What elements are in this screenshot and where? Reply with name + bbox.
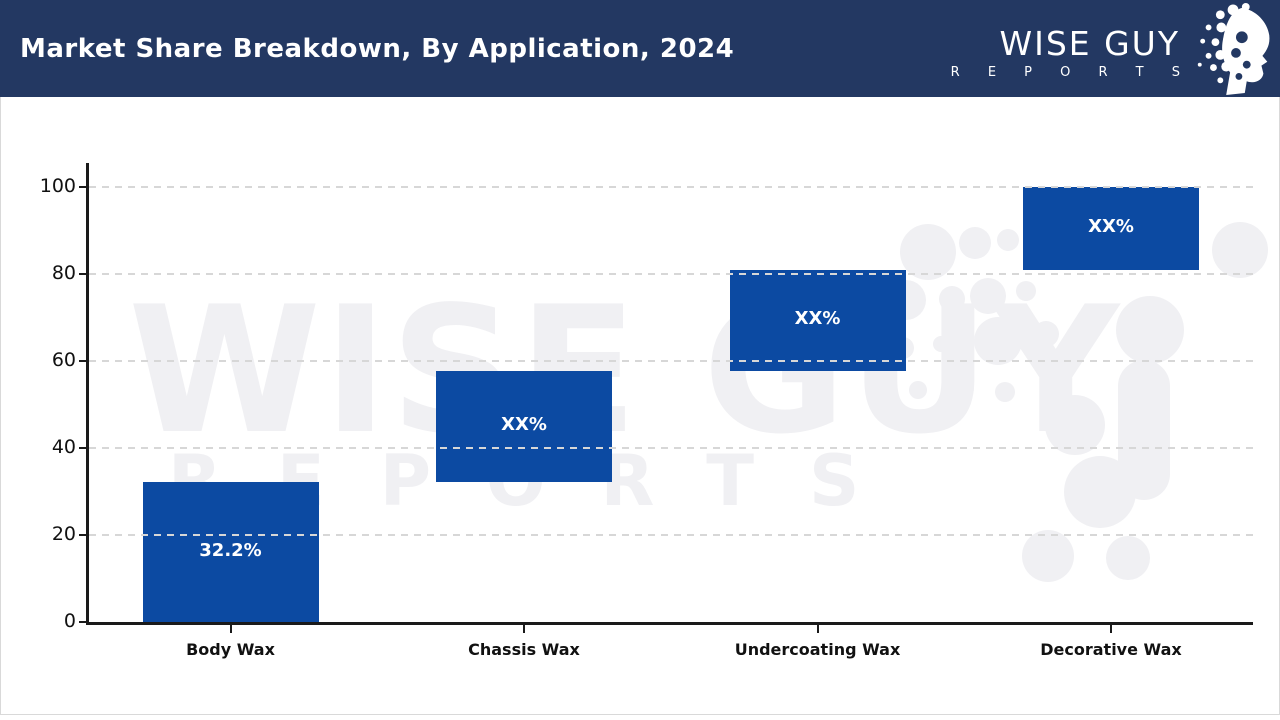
y-tick-40 [79, 447, 87, 449]
x-category-label: Body Wax [186, 640, 275, 659]
x-tick-3 [1110, 625, 1112, 633]
gridline-40 [89, 447, 1253, 449]
y-tick-0 [79, 621, 87, 623]
gridline-20 [89, 534, 1253, 536]
y-tick-label-20: 20 [51, 523, 76, 545]
y-tick-label-40: 40 [51, 436, 76, 458]
y-tick-label-80: 80 [51, 262, 76, 284]
header-bar: Market Share Breakdown, By Application, … [0, 0, 1280, 97]
bar-value-label: XX% [501, 414, 547, 436]
brand-logo-name: WISE GUY [999, 24, 1180, 63]
x-tick-2 [816, 625, 819, 633]
x-category-label: Chassis Wax [468, 640, 580, 659]
bar-undercoating-wax [729, 269, 906, 371]
bar-value-label: 32.2% [199, 539, 262, 561]
y-tick-60 [79, 360, 87, 362]
x-tick-1 [523, 625, 525, 633]
x-category-label: Undercoating Wax [734, 640, 901, 659]
x-axis-line [86, 622, 1253, 625]
brand-logo-subtitle: R E P O R T S [950, 65, 1192, 80]
y-tick-80 [79, 273, 87, 275]
y-tick-100 [79, 186, 87, 188]
page-title: Market Share Breakdown, By Application, … [20, 33, 735, 64]
head-profile-logo-icon [1197, 2, 1270, 95]
gridline-60 [89, 360, 1253, 362]
gridline-100 [89, 186, 1253, 188]
brand-logo: WISE GUY R E P O R T S [951, 24, 1180, 80]
bar-value-label: XX% [794, 308, 841, 330]
y-tick-20 [79, 534, 87, 536]
gridline-80 [89, 273, 1253, 275]
y-tick-label-100: 100 [39, 175, 76, 197]
y-axis-line [86, 163, 89, 625]
bar-body-wax [142, 481, 319, 622]
bar-chassis-wax [436, 371, 612, 482]
bar-value-label: XX% [1088, 216, 1134, 238]
y-tick-label-0: 0 [63, 610, 76, 632]
x-category-label: Decorative Wax [1040, 640, 1182, 659]
y-tick-label-60: 60 [51, 349, 76, 371]
x-tick-0 [229, 625, 232, 633]
bar-decorative-wax [1023, 187, 1199, 270]
